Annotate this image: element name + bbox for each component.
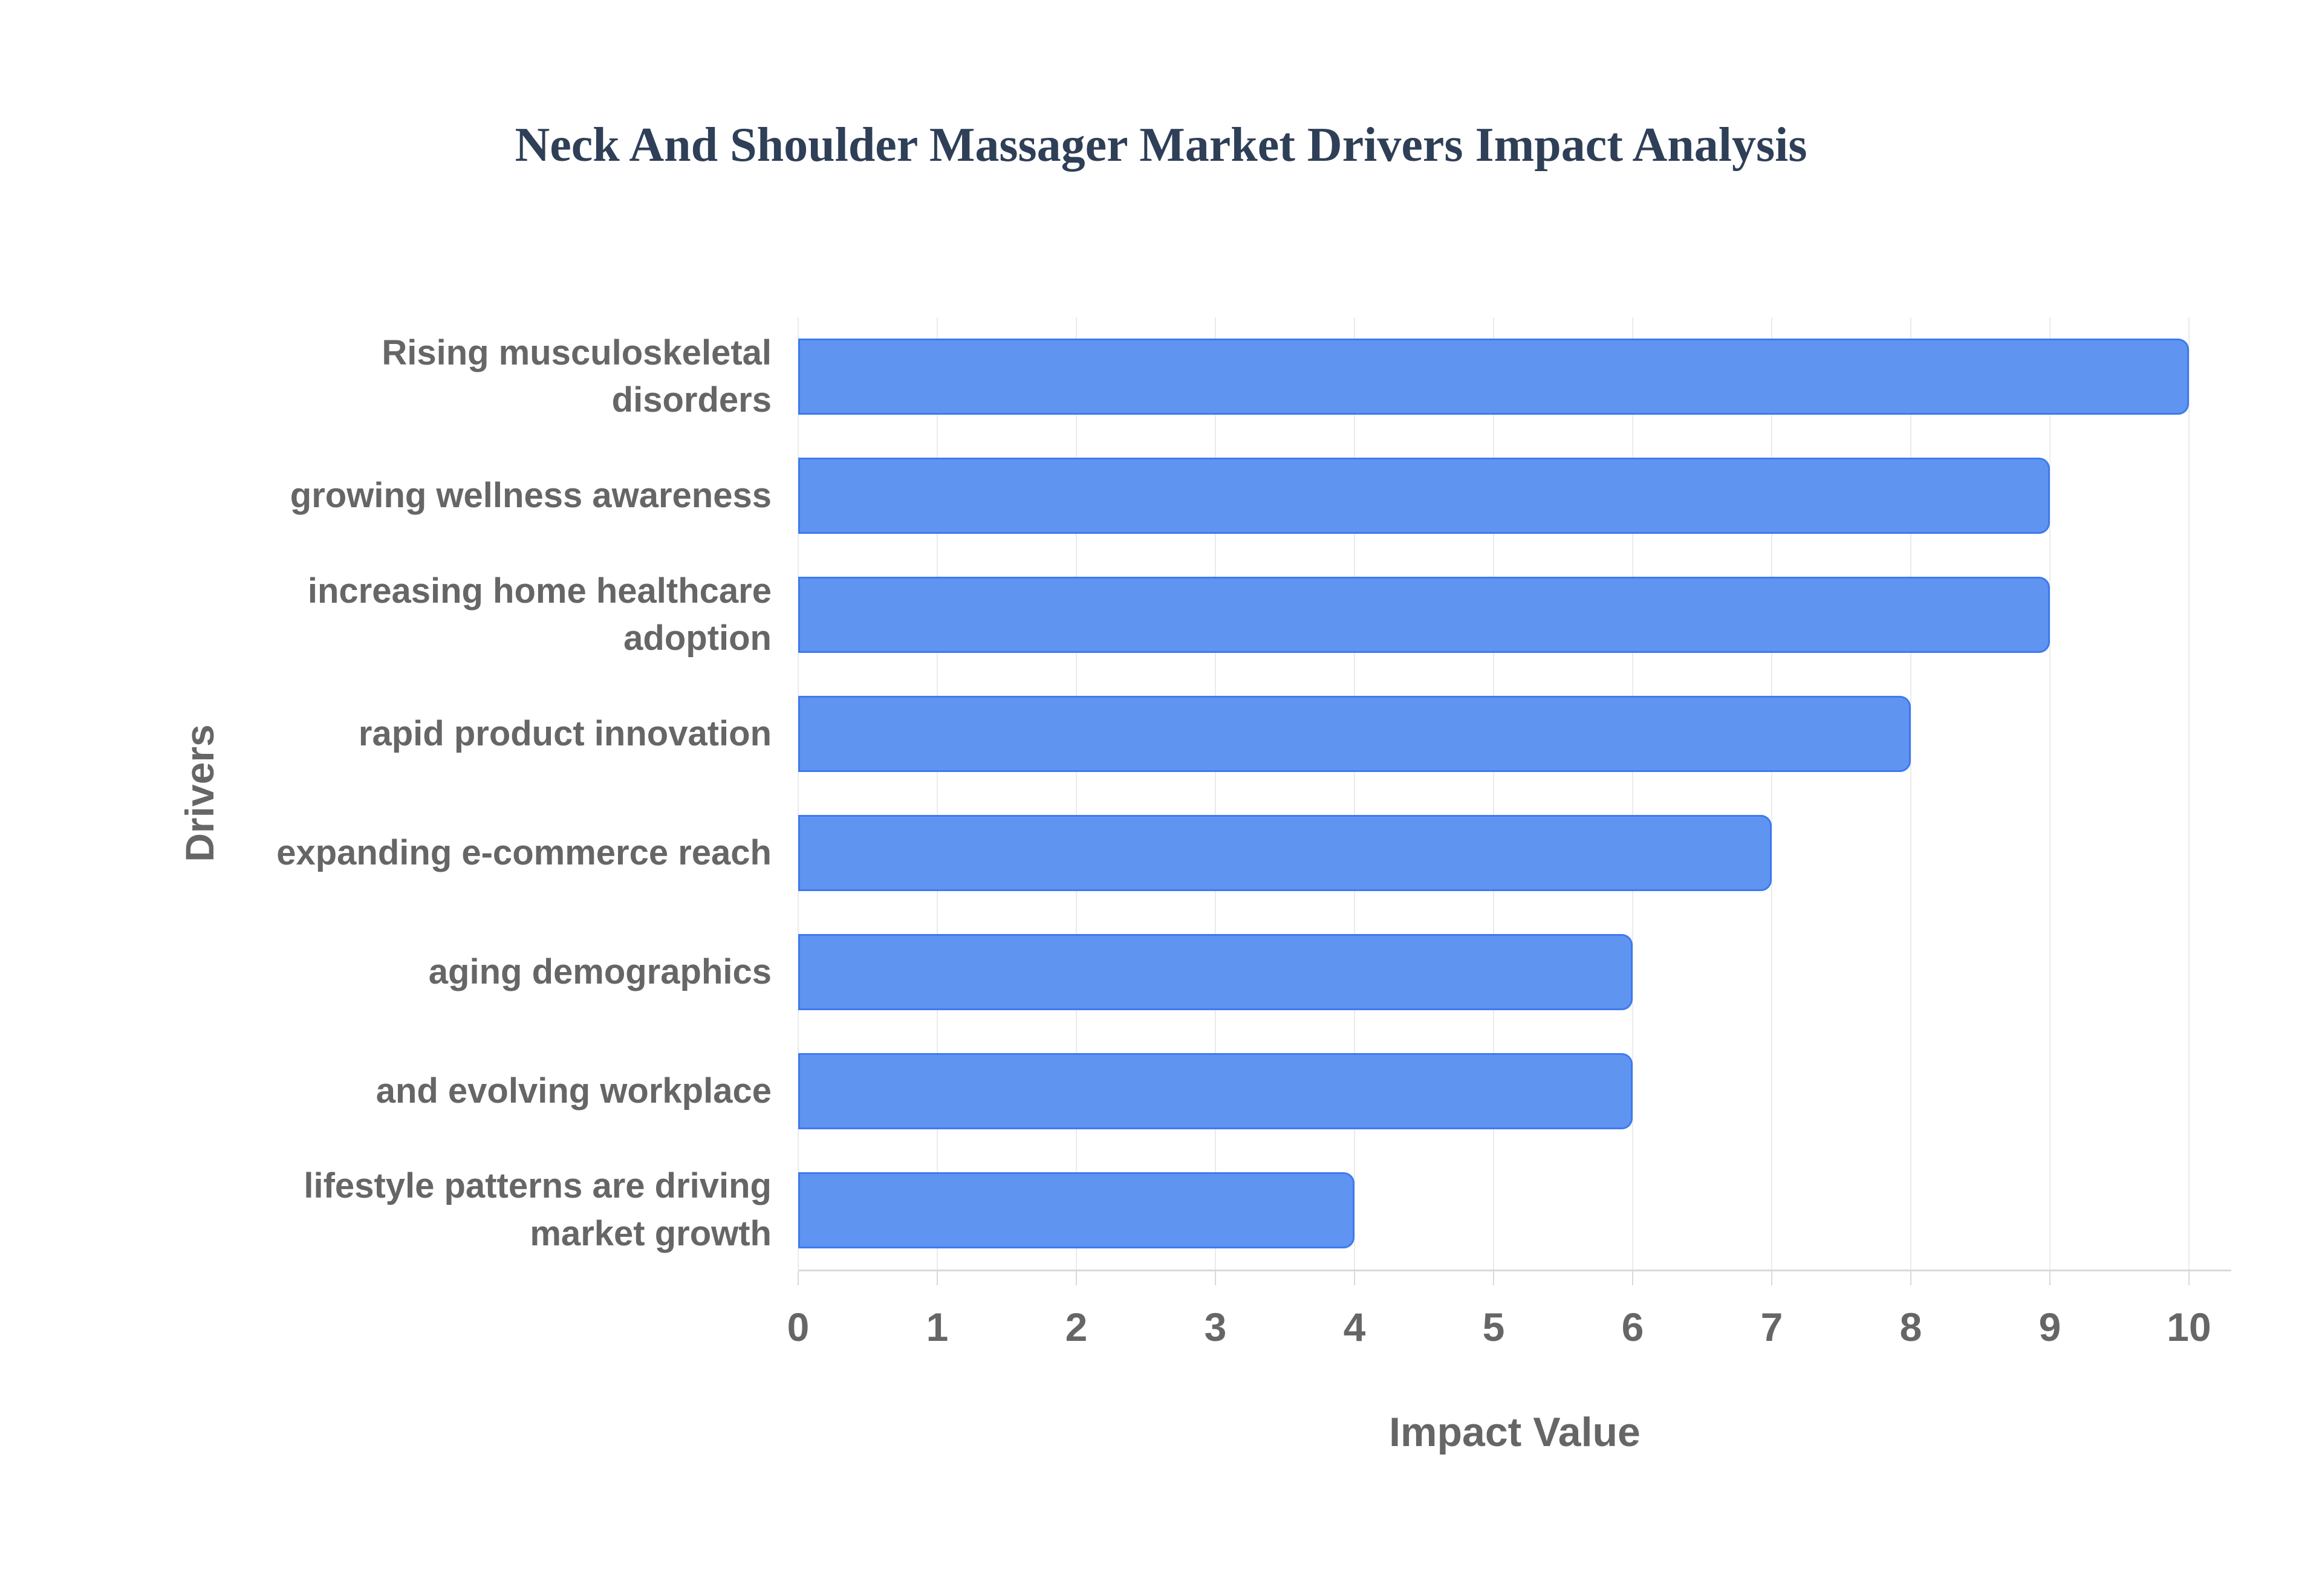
gridline (798, 317, 799, 1270)
x-tick-label: 8 (1899, 1305, 1922, 1349)
x-tick-label: 1 (926, 1305, 949, 1349)
y-axis-label: aging demographics (428, 952, 772, 991)
y-axis-label: expanding e-commerce reach (276, 832, 772, 872)
bar (798, 814, 1772, 891)
x-tick-label: 9 (2038, 1305, 2061, 1349)
plot-area (798, 317, 2231, 1285)
gridline (1632, 317, 1633, 1270)
gridline (2049, 317, 2050, 1270)
x-tick-label: 4 (1343, 1305, 1366, 1349)
bar (798, 1172, 1354, 1248)
gridline (1910, 317, 1911, 1270)
x-tick-label: 0 (787, 1305, 810, 1349)
x-axis-line (798, 1270, 2231, 1271)
gridline (1493, 317, 1494, 1270)
x-tick-mark (798, 1271, 799, 1285)
x-tick-label: 10 (2167, 1305, 2211, 1349)
x-tick-mark (1632, 1271, 1633, 1285)
y-axis-labels: Rising musculoskeletal disorders growing … (0, 317, 772, 1270)
x-tick-mark (1771, 1271, 1772, 1285)
bar (798, 577, 2050, 654)
gridline (2188, 317, 2190, 1270)
x-tick-mark (1354, 1271, 1355, 1285)
bar (798, 696, 1911, 773)
x-tick-label: 5 (1482, 1305, 1505, 1349)
x-tick-mark (1493, 1271, 1494, 1285)
x-tick-mark (2188, 1271, 2190, 1285)
x-axis-title: Impact Value (1389, 1409, 1641, 1455)
bar (798, 339, 2189, 415)
bar (798, 458, 2050, 534)
gridline (1076, 317, 1077, 1270)
y-axis-label: rapid product innovation (358, 713, 772, 753)
gridline (1771, 317, 1772, 1270)
x-tick-label: 6 (1621, 1305, 1644, 1349)
x-tick-label: 3 (1204, 1305, 1227, 1349)
y-axis-label: increasing home healthcare adoption (307, 571, 772, 658)
x-tick-label: 7 (1760, 1305, 1783, 1349)
x-tick-mark (937, 1271, 938, 1285)
gridline (1354, 317, 1355, 1270)
x-tick-label: 2 (1065, 1305, 1088, 1349)
gridline (937, 317, 938, 1270)
y-axis-label: Rising musculoskeletal disorders (382, 333, 772, 420)
bar (798, 1053, 1633, 1129)
bar (798, 933, 1633, 1010)
gridline (1215, 317, 1216, 1270)
x-tick-mark (1215, 1271, 1216, 1285)
y-axis-label: growing wellness awareness (290, 476, 772, 516)
y-axis-label: lifestyle patterns are driving market gr… (304, 1166, 772, 1253)
chart-title: Neck And Shoulder Massager Market Driver… (515, 118, 1807, 172)
x-tick-mark (1910, 1271, 1911, 1285)
x-tick-mark (1076, 1271, 1077, 1285)
x-tick-mark (2049, 1271, 2050, 1285)
y-axis-label: and evolving workplace (376, 1071, 772, 1111)
